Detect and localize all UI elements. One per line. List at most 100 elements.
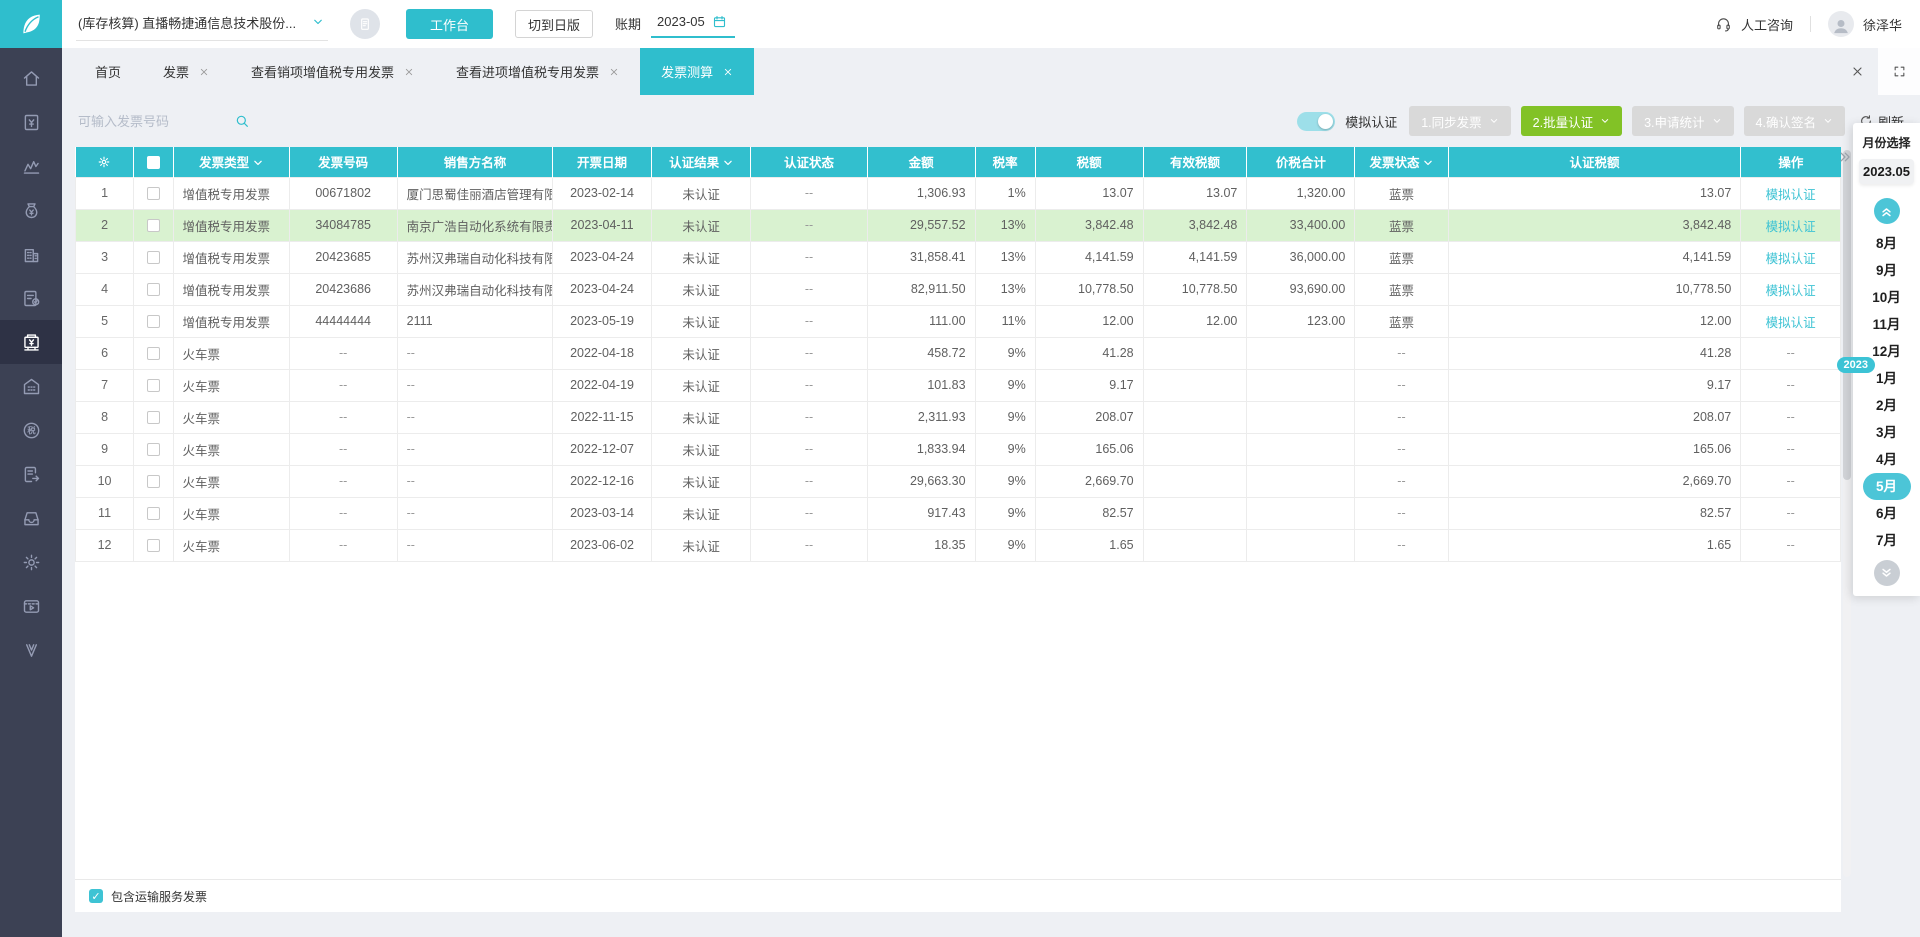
sidebar-item-tax[interactable]: 税 xyxy=(0,408,62,452)
sidebar-item-salary[interactable] xyxy=(0,452,62,496)
sidebar-item-reports[interactable] xyxy=(0,144,62,188)
switch-version-button[interactable]: 切到日版 xyxy=(515,10,594,38)
row-checkbox[interactable] xyxy=(146,475,160,489)
cell-action[interactable]: 模拟认证 xyxy=(1740,208,1841,242)
cell-action[interactable]: 模拟认证 xyxy=(1740,240,1841,274)
month-item[interactable]: 1月 2023 xyxy=(1836,357,1911,392)
cell-value: 41.28 xyxy=(1102,346,1134,360)
month-item[interactable]: 12月 xyxy=(1863,338,1911,365)
month-item[interactable]: 11月 xyxy=(1863,311,1911,338)
column-header-type[interactable]: 发票类型 xyxy=(173,147,290,177)
simulate-certify-link[interactable]: 模拟认证 xyxy=(1765,283,1816,298)
table-scrollbar[interactable] xyxy=(1843,150,1851,877)
cell-action: -- xyxy=(1740,368,1841,402)
month-item[interactable]: 2月 xyxy=(1863,392,1911,419)
month-item[interactable]: 8月 xyxy=(1863,230,1911,257)
tab-home[interactable]: 首页 xyxy=(74,48,142,95)
simulate-certify-toggle[interactable] xyxy=(1297,111,1336,131)
row-checkbox[interactable] xyxy=(146,347,160,361)
fullscreen-icon[interactable] xyxy=(1878,48,1920,95)
step-button-2[interactable]: 2.批量认证 xyxy=(1520,106,1623,136)
avatar[interactable] xyxy=(1827,11,1854,37)
row-checkbox[interactable] xyxy=(146,539,160,553)
cell-value: 2111 xyxy=(406,314,433,328)
sidebar-item-home[interactable] xyxy=(0,56,62,100)
step-button-3[interactable]: 3.申请统计 xyxy=(1632,106,1734,136)
tab-view-input-vat[interactable]: 查看进项增值税专用发票 xyxy=(435,48,640,95)
cell-value: 9.17 xyxy=(1706,378,1732,392)
cell-value: -- xyxy=(339,474,348,488)
row-checkbox[interactable] xyxy=(146,283,160,297)
tab-close-icon[interactable] xyxy=(199,67,209,77)
tab-invoice-calc[interactable]: 发票测算 xyxy=(640,48,755,95)
transport-invoice-checkbox[interactable]: ✓ xyxy=(89,889,103,903)
simulate-certify-link[interactable]: 模拟认证 xyxy=(1765,219,1816,234)
row-checkbox[interactable] xyxy=(146,219,160,233)
cell-value: 2,311.93 xyxy=(917,410,966,424)
month-scroll-down-button[interactable] xyxy=(1873,560,1900,586)
step-button-1[interactable]: 1.同步发票 xyxy=(1409,106,1511,136)
column-label: 发票类型 xyxy=(199,156,250,171)
row-checkbox[interactable] xyxy=(146,507,160,521)
support-link[interactable]: 人工咨询 xyxy=(1740,17,1793,33)
collapse-month-panel-icon[interactable] xyxy=(1838,150,1852,164)
app-logo[interactable] xyxy=(0,0,62,48)
scrollbar-thumb[interactable] xyxy=(1843,150,1851,480)
cell-action[interactable]: 模拟认证 xyxy=(1740,176,1841,210)
simulate-certify-link[interactable]: 模拟认证 xyxy=(1765,187,1816,202)
sidebar-item-brand[interactable] xyxy=(0,628,62,672)
simulate-certify-link[interactable]: 模拟认证 xyxy=(1765,251,1816,266)
month-label: 12月 xyxy=(1872,344,1901,359)
row-checkbox[interactable] xyxy=(146,411,160,425)
column-header-result[interactable]: 认证结果 xyxy=(651,147,752,177)
cell-value: 未认证 xyxy=(682,187,720,202)
sidebar-item-invoice[interactable] xyxy=(0,320,62,364)
cell-date: 2022-04-19 xyxy=(552,368,652,402)
month-item[interactable]: 5月 xyxy=(1862,473,1911,500)
search-icon[interactable] xyxy=(234,113,250,129)
row-checkbox[interactable] xyxy=(146,379,160,393)
sidebar-item-inventory[interactable] xyxy=(0,364,62,408)
month-scroll-up-button[interactable] xyxy=(1873,198,1900,224)
sidebar-item-assets[interactable] xyxy=(0,232,62,276)
workbench-button[interactable]: 工作台 xyxy=(406,9,494,39)
tab-invoice[interactable]: 发票 xyxy=(142,48,230,95)
month-item[interactable]: 4月 xyxy=(1863,446,1911,473)
month-item[interactable]: 9月 xyxy=(1863,257,1911,284)
sidebar-item-funds[interactable] xyxy=(0,188,62,232)
sidebar-item-tutorial[interactable] xyxy=(0,584,62,628)
month-item[interactable]: 6月 xyxy=(1863,500,1911,527)
search-input[interactable] xyxy=(78,113,230,129)
sidebar-item-archive[interactable] xyxy=(0,496,62,540)
simulate-certify-link[interactable]: 模拟认证 xyxy=(1765,315,1816,330)
row-checkbox[interactable] xyxy=(146,187,160,201)
cell-value: 未认证 xyxy=(682,251,720,266)
sidebar-item-checkout[interactable] xyxy=(0,276,62,320)
row-checkbox[interactable] xyxy=(146,315,160,329)
company-selector[interactable]: (库存核算) 直播畅捷通信息技术股份... xyxy=(76,8,328,41)
tab-view-output-vat[interactable]: 查看销项增值税专用发票 xyxy=(230,48,435,95)
month-item[interactable]: 10月 xyxy=(1863,284,1911,311)
select-all-checkbox[interactable] xyxy=(133,147,174,177)
month-item[interactable]: 7月 xyxy=(1863,527,1911,554)
sidebar-item-settings[interactable] xyxy=(0,540,62,584)
cell-action[interactable]: 模拟认证 xyxy=(1740,304,1841,338)
column-header-invoice_status[interactable]: 发票状态 xyxy=(1354,147,1449,177)
month-item[interactable]: 3月 xyxy=(1863,419,1911,446)
tab-close-icon[interactable] xyxy=(609,67,619,77)
user-name[interactable]: 徐泽华 xyxy=(1862,17,1902,33)
cell-value: 9% xyxy=(1007,378,1026,392)
row-checkbox[interactable] xyxy=(146,251,160,265)
step-button-4[interactable]: 4.确认签名 xyxy=(1743,106,1845,136)
cell-action[interactable]: 模拟认证 xyxy=(1740,272,1841,306)
cell-certified_tax: 208.07 xyxy=(1447,400,1742,434)
row-checkbox[interactable] xyxy=(146,443,160,457)
period-picker[interactable]: 2023-05 xyxy=(651,10,735,38)
close-icon[interactable] xyxy=(1836,48,1878,95)
column-settings-gear-icon[interactable] xyxy=(75,147,135,177)
sidebar-item-voucher[interactable] xyxy=(0,100,62,144)
cell-action: -- xyxy=(1740,432,1841,466)
tab-close-icon[interactable] xyxy=(404,67,414,77)
memo-icon[interactable] xyxy=(350,9,380,39)
tab-close-icon[interactable] xyxy=(723,67,733,77)
